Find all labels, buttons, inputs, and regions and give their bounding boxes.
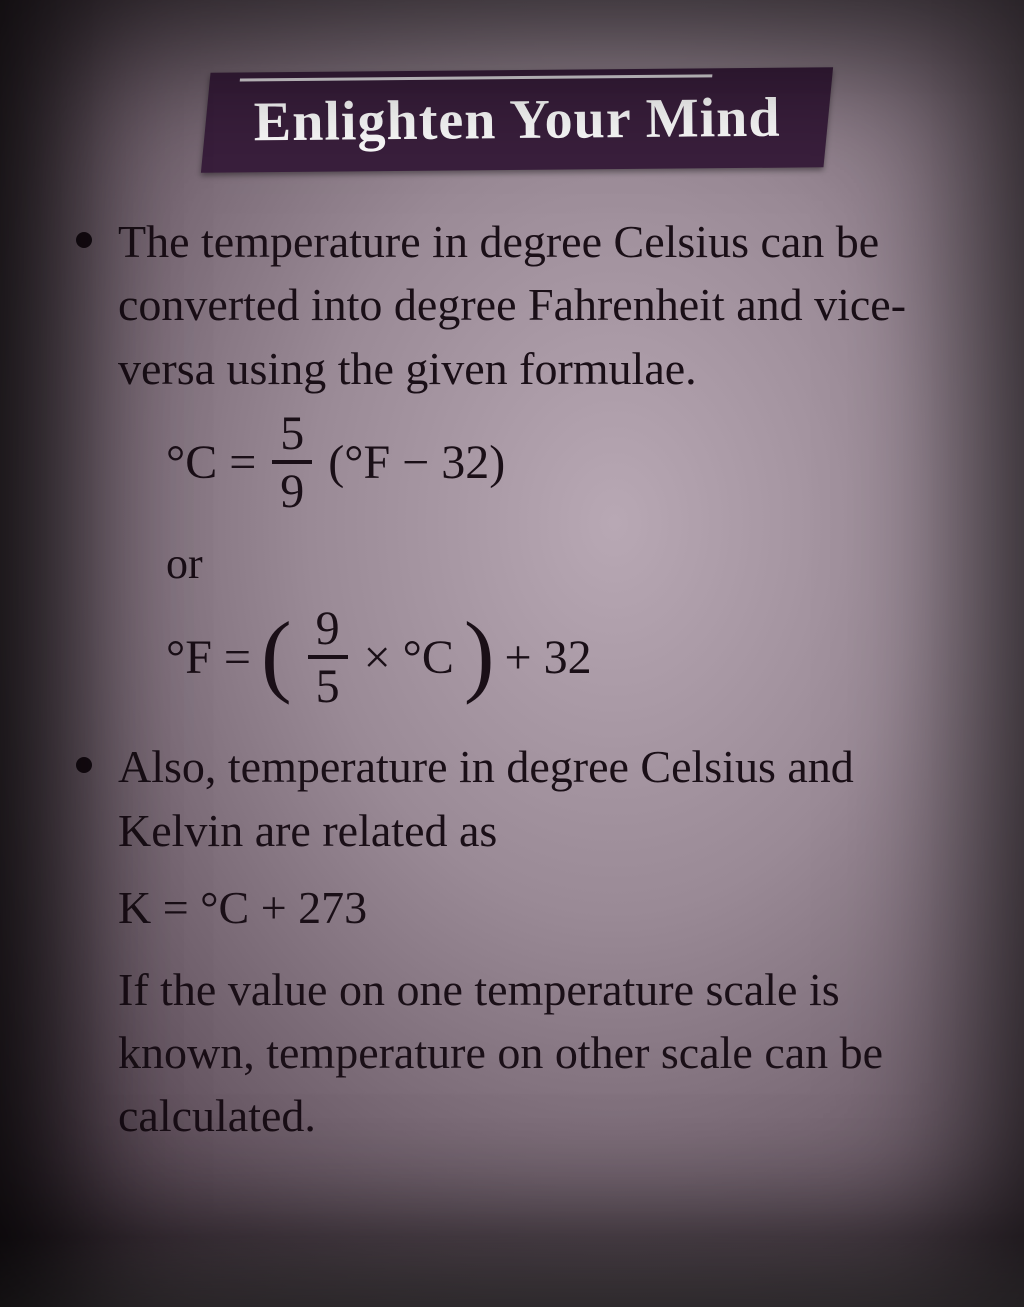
title-text: Enlighten Your Mind (253, 86, 780, 155)
f-left: °F = (166, 622, 251, 694)
title-banner: Enlighten Your Mind (201, 67, 833, 172)
formula-block-2: °F = ( 9 5 × °C ) + 32 (118, 605, 974, 711)
c-left: °C = (166, 427, 256, 499)
c-frac-den: 9 (272, 464, 312, 516)
c-frac-num: 5 (272, 410, 312, 464)
fahrenheit-formula: °F = ( 9 5 × °C ) + 32 (166, 605, 974, 711)
bullet-list: The temperature in degree Celsius can be… (70, 210, 974, 1148)
page-container: Enlighten Your Mind The temperature in d… (0, 0, 1024, 1307)
f-right: + 32 (505, 622, 592, 694)
kelvin-formula: K = °C + 273 (118, 876, 974, 939)
celsius-formula: °C = 5 9 (°F − 32) (166, 410, 974, 516)
bullet-item-1: The temperature in degree Celsius can be… (70, 210, 974, 711)
f-frac-den: 5 (308, 659, 348, 711)
bullet-1-text: The temperature in degree Celsius can be… (118, 216, 906, 394)
bullet-2-text: Also, temperature in degree Celsius and … (118, 741, 854, 855)
f-fraction: 9 5 (308, 605, 348, 711)
content-area: The temperature in degree Celsius can be… (40, 210, 994, 1148)
bullet-item-2: Also, temperature in degree Celsius and … (70, 735, 974, 1148)
f-frac-num: 9 (308, 605, 348, 659)
banner-wrap: Enlighten Your Mind (40, 70, 994, 170)
paper-bottom-edge (0, 1237, 1024, 1307)
c-right: (°F − 32) (328, 427, 505, 499)
f-rparen: ) (464, 622, 495, 686)
f-lparen: ( (261, 622, 292, 686)
or-separator: or (118, 534, 974, 595)
closing-text: If the value on one temperature scale is… (118, 958, 974, 1148)
f-mid: × °C (364, 622, 454, 694)
formula-block-1: °C = 5 9 (°F − 32) (118, 410, 974, 516)
c-fraction: 5 9 (272, 410, 312, 516)
